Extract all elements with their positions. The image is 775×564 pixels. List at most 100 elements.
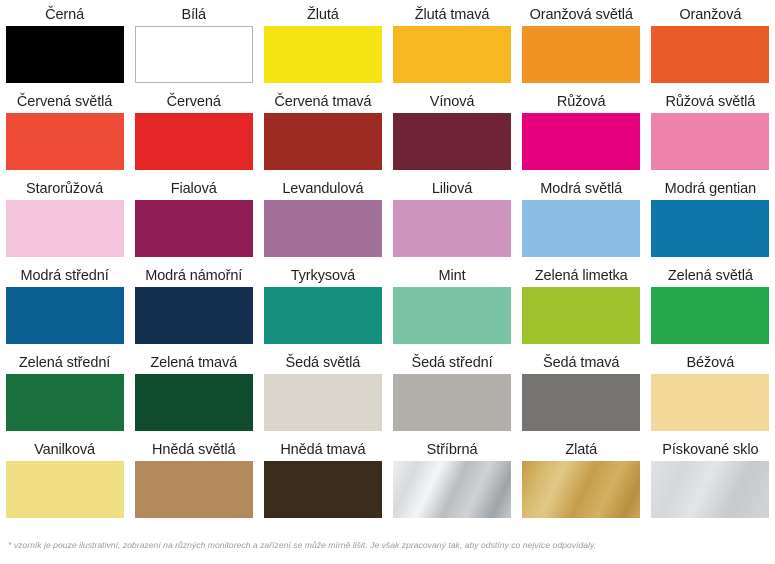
swatch-chip[interactable] bbox=[134, 287, 253, 344]
swatch-label: Hnědá světlá bbox=[152, 442, 236, 458]
swatch-cell[interactable]: Fialová bbox=[129, 178, 258, 265]
swatch-cell[interactable]: Šedá světlá bbox=[258, 352, 387, 439]
swatch-cell[interactable]: Modrá střední bbox=[0, 265, 129, 352]
swatch-chip[interactable] bbox=[522, 461, 641, 518]
swatch-label: Béžová bbox=[686, 355, 735, 371]
swatch-cell[interactable]: Starorůžová bbox=[0, 178, 129, 265]
swatch-label: Zelená střední bbox=[18, 355, 111, 371]
swatch-chip[interactable] bbox=[651, 461, 770, 518]
swatch-label: Pískované sklo bbox=[662, 442, 759, 458]
swatch-chip[interactable] bbox=[5, 287, 124, 344]
swatch-chip[interactable] bbox=[263, 200, 382, 257]
swatch-chip[interactable] bbox=[263, 287, 382, 344]
swatch-chip[interactable] bbox=[651, 26, 770, 83]
swatch-cell[interactable]: Červená tmavá bbox=[258, 91, 387, 178]
swatch-cell[interactable]: Modrá gentian bbox=[646, 178, 775, 265]
swatch-chip[interactable] bbox=[393, 113, 512, 170]
swatch-chip[interactable] bbox=[134, 113, 253, 170]
swatch-cell[interactable]: Vínová bbox=[387, 91, 516, 178]
swatch-cell[interactable]: Zlatá bbox=[517, 439, 646, 526]
swatch-cell[interactable]: Pískované sklo bbox=[646, 439, 775, 526]
swatch-label: Oranžová světlá bbox=[529, 7, 633, 23]
swatch-chip[interactable] bbox=[522, 26, 641, 83]
swatch-chip[interactable] bbox=[522, 374, 641, 431]
swatch-cell[interactable]: Liliová bbox=[387, 178, 516, 265]
swatch-cell[interactable]: Růžová světlá bbox=[646, 91, 775, 178]
swatch-cell[interactable]: Oranžová bbox=[646, 4, 775, 91]
swatch-grid: Černá Bílá Žlutá Žlutá tmavá Oranžová světlá… bbox=[0, 4, 775, 526]
swatch-chip[interactable] bbox=[393, 287, 512, 344]
swatch-cell[interactable]: Vanilková bbox=[0, 439, 129, 526]
swatch-chip[interactable] bbox=[263, 113, 382, 170]
swatch-chip[interactable] bbox=[134, 461, 253, 518]
swatch-label: Tyrkysová bbox=[290, 268, 356, 284]
swatch-cell[interactable]: Tyrkysová bbox=[258, 265, 387, 352]
swatch-chip[interactable] bbox=[651, 287, 770, 344]
swatch-chip[interactable] bbox=[263, 26, 382, 83]
swatch-chip[interactable] bbox=[651, 113, 770, 170]
swatch-label: Modrá gentian bbox=[664, 181, 757, 197]
swatch-cell[interactable]: Žlutá bbox=[258, 4, 387, 91]
swatch-cell[interactable]: Zelená limetka bbox=[517, 265, 646, 352]
swatch-label: Modrá střední bbox=[20, 268, 109, 284]
swatch-cell[interactable]: Červená bbox=[129, 91, 258, 178]
swatch-chip[interactable] bbox=[522, 287, 641, 344]
swatch-chip[interactable] bbox=[393, 461, 512, 518]
swatch-label: Fialová bbox=[170, 181, 217, 197]
swatch-label: Liliová bbox=[431, 181, 473, 197]
swatch-label: Hnědá tmavá bbox=[280, 442, 366, 458]
swatch-cell[interactable]: Modrá námořní bbox=[129, 265, 258, 352]
swatch-cell[interactable]: Šedá střední bbox=[387, 352, 516, 439]
swatch-label: Starorůžová bbox=[26, 181, 104, 197]
swatch-chip[interactable] bbox=[393, 374, 512, 431]
swatch-label: Oranžová bbox=[679, 7, 742, 23]
swatch-label: Šedá střední bbox=[411, 355, 493, 371]
swatch-label: Vanilková bbox=[34, 442, 96, 458]
swatch-chip[interactable] bbox=[522, 113, 641, 170]
swatch-label: Červená světlá bbox=[16, 94, 113, 110]
swatch-cell[interactable]: Stříbrná bbox=[387, 439, 516, 526]
swatch-label: Šedá světlá bbox=[285, 355, 361, 371]
swatch-cell[interactable]: Hnědá světlá bbox=[129, 439, 258, 526]
swatch-chip[interactable] bbox=[522, 200, 641, 257]
swatch-chip[interactable] bbox=[134, 374, 253, 431]
swatch-chip[interactable] bbox=[5, 461, 124, 518]
swatch-cell[interactable]: Červená světlá bbox=[0, 91, 129, 178]
swatch-cell[interactable]: Béžová bbox=[646, 352, 775, 439]
swatch-label: Růžová světlá bbox=[665, 94, 756, 110]
swatch-chip[interactable] bbox=[393, 200, 512, 257]
swatch-label: Vínová bbox=[429, 94, 475, 110]
swatch-chip[interactable] bbox=[5, 200, 124, 257]
swatch-cell[interactable]: Zelená střední bbox=[0, 352, 129, 439]
swatch-chip[interactable] bbox=[5, 113, 124, 170]
swatch-chip[interactable] bbox=[651, 200, 770, 257]
swatch-chip[interactable] bbox=[263, 461, 382, 518]
swatch-cell[interactable]: Růžová bbox=[517, 91, 646, 178]
disclaimer-footnote: * vzorník je pouze ilustrativní, zobraze… bbox=[8, 540, 597, 550]
swatch-chip[interactable] bbox=[5, 26, 124, 83]
swatch-cell[interactable]: Modrá světlá bbox=[517, 178, 646, 265]
swatch-label: Růžová bbox=[556, 94, 606, 110]
swatch-cell[interactable]: Bílá bbox=[129, 4, 258, 91]
swatch-label: Zelená tmavá bbox=[150, 355, 238, 371]
swatch-label: Levandulová bbox=[282, 181, 364, 197]
swatch-chip[interactable] bbox=[651, 374, 770, 431]
swatch-chip[interactable] bbox=[134, 200, 253, 257]
swatch-cell[interactable]: Mint bbox=[387, 265, 516, 352]
swatch-cell[interactable]: Hnědá tmavá bbox=[258, 439, 387, 526]
swatch-chip[interactable] bbox=[393, 26, 512, 83]
swatch-cell[interactable]: Zelená světlá bbox=[646, 265, 775, 352]
swatch-chip[interactable] bbox=[263, 374, 382, 431]
swatch-label: Zlatá bbox=[565, 442, 598, 458]
swatch-cell[interactable]: Levandulová bbox=[258, 178, 387, 265]
swatch-label: Červená bbox=[166, 94, 221, 110]
swatch-label: Černá bbox=[45, 7, 85, 23]
swatch-cell[interactable]: Žlutá tmavá bbox=[387, 4, 516, 91]
swatch-cell[interactable]: Šedá tmavá bbox=[517, 352, 646, 439]
swatch-chip[interactable] bbox=[5, 374, 124, 431]
swatch-cell[interactable]: Černá bbox=[0, 4, 129, 91]
swatch-label: Modrá námořní bbox=[145, 268, 243, 284]
swatch-cell[interactable]: Zelená tmavá bbox=[129, 352, 258, 439]
swatch-chip[interactable] bbox=[134, 26, 253, 83]
swatch-cell[interactable]: Oranžová světlá bbox=[517, 4, 646, 91]
